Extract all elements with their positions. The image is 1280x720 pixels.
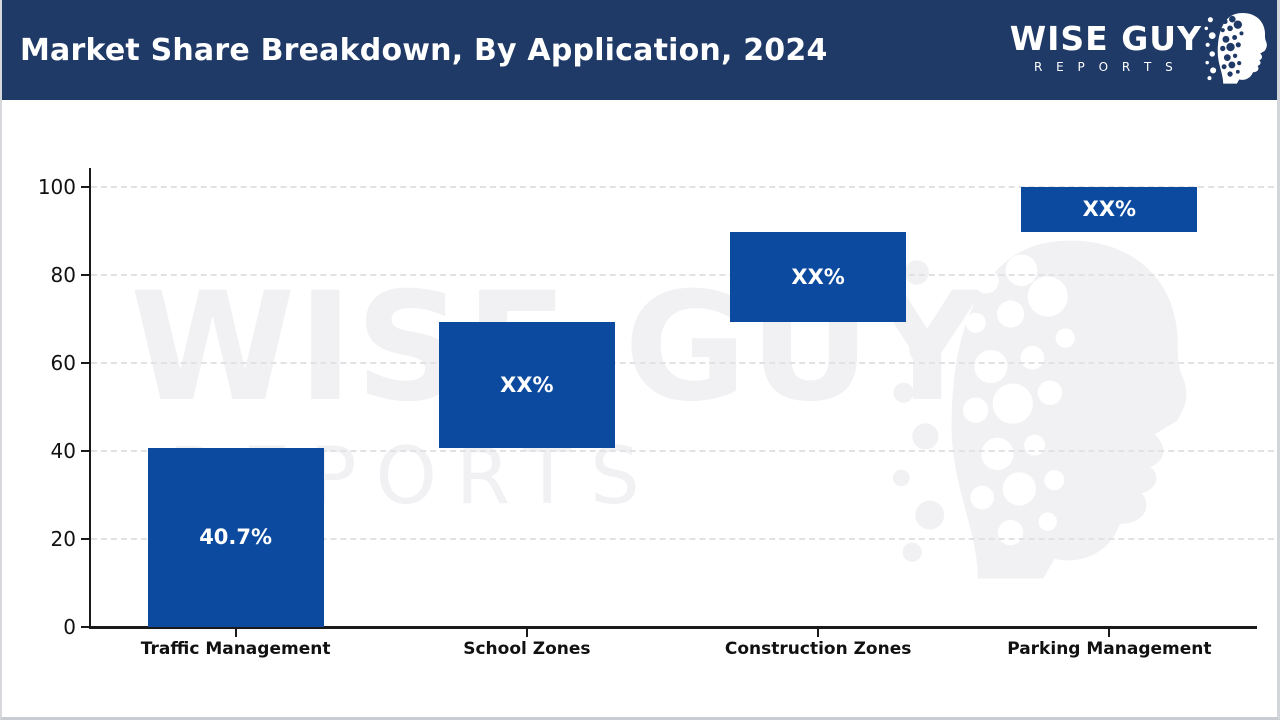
logo-face-icon [1204,13,1267,84]
y-tick-label-100: 100 [37,175,76,199]
x-tick-parking-management [1108,629,1111,637]
bar-traffic-management: 40.7% [147,447,324,627]
y-tick-20 [81,538,89,540]
header: Market Share Breakdown, By Application, … [2,0,1277,100]
bar-value-label-traffic-management: 40.7% [199,525,273,550]
y-tick-40 [81,450,89,452]
gridline-80 [91,274,1274,276]
bar-school-zones: XX% [438,322,615,448]
x-tick-traffic-management [234,629,237,637]
x-tick-construction-zones [817,629,820,637]
x-tick-school-zones [525,629,528,637]
bar-value-label-school-zones: XX% [500,372,554,397]
gridline-40 [91,450,1274,452]
y-tick-80 [81,274,89,276]
x-axis-line [89,626,1257,629]
gridline-60 [91,362,1274,364]
bar-parking-management: XX% [1021,187,1198,232]
y-tick-label-0: 0 [63,615,76,639]
x-axis-label-traffic-management: Traffic Management [140,639,331,659]
y-tick-60 [81,362,89,364]
chart-title: Market Share Breakdown, By Application, … [20,32,828,68]
gridline-20 [91,538,1274,540]
brand-logo-text: WISE GUY R E P O R T S [1010,22,1202,74]
x-axis-label-parking-management: Parking Management [1007,639,1212,659]
logo-wordmark: WISE GUY [1009,19,1202,59]
y-tick-label-80: 80 [50,263,76,287]
bar-value-label-parking-management: XX% [1082,197,1137,222]
y-tick-100 [81,186,89,188]
logo-subtext: R E P O R T S [1033,59,1178,74]
brand-logo: WISE GUY R E P O R T S [1010,6,1268,90]
bar-value-label-construction-zones: XX% [791,264,845,289]
y-tick-label-20: 20 [50,527,76,551]
y-tick-label-40: 40 [50,439,76,463]
y-tick-0 [81,626,89,628]
y-axis-line [89,168,91,629]
y-tick-label-60: 60 [50,351,76,375]
bar-construction-zones: XX% [730,231,907,323]
x-axis-label-construction-zones: Construction Zones [724,639,912,659]
gridline-100 [91,186,1274,188]
x-axis-label-school-zones: School Zones [463,639,591,659]
